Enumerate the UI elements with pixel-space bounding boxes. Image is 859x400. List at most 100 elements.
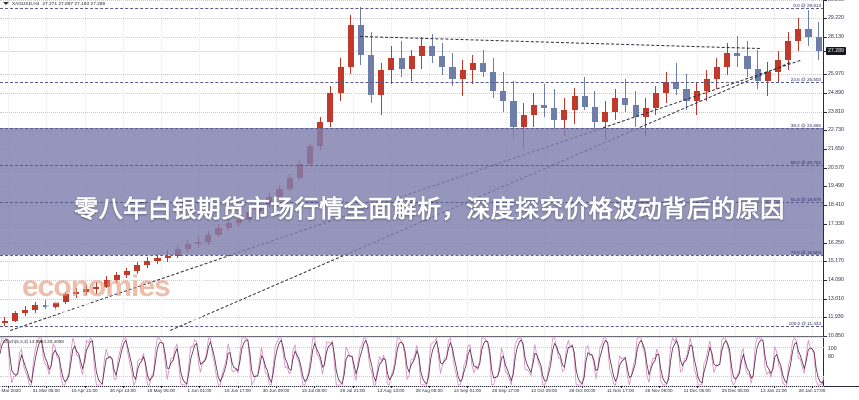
fib-level-label: 0.0 @ 29.813 bbox=[793, 2, 821, 8]
candle-body bbox=[32, 305, 39, 311]
date-tick-label: 15 Jun 17:00 bbox=[224, 388, 251, 393]
date-tick bbox=[390, 386, 392, 388]
candle-body bbox=[795, 28, 802, 41]
date-tick-label: 14 Sep 01:00 bbox=[453, 388, 482, 393]
candle-body bbox=[764, 72, 771, 81]
candle-body bbox=[673, 82, 680, 90]
price-tick bbox=[824, 111, 827, 113]
candle-body bbox=[469, 63, 476, 71]
price-tick bbox=[824, 186, 827, 188]
stoch-d-line bbox=[0, 338, 824, 385]
candle-body bbox=[510, 101, 517, 128]
date-tick bbox=[352, 386, 354, 388]
candle-body bbox=[388, 58, 395, 71]
candle-body bbox=[408, 56, 415, 69]
candle-body bbox=[398, 58, 405, 69]
date-tick-label: 30 Apr 13:00 bbox=[109, 388, 136, 393]
candle-body bbox=[530, 104, 537, 116]
date-tick bbox=[429, 386, 431, 388]
date-tick bbox=[697, 386, 699, 388]
price-tick bbox=[824, 18, 827, 19]
price-tick bbox=[824, 298, 827, 300]
price-tick-label: 16.250 bbox=[828, 239, 844, 246]
horizontal-gridline bbox=[0, 0, 824, 1]
candle-body bbox=[449, 66, 456, 79]
candle-body bbox=[754, 68, 761, 81]
candle-body bbox=[357, 25, 364, 55]
price-tick bbox=[824, 36, 827, 38]
candle-body bbox=[703, 78, 710, 92]
page-title: 零八年白银期货市场行情全面解析，深度探究价格波动背后的原因 bbox=[74, 195, 785, 223]
price-tick-label: 28.130 bbox=[828, 33, 844, 40]
candle-body bbox=[113, 275, 120, 280]
candle-body bbox=[418, 46, 425, 57]
price-tick bbox=[824, 149, 827, 151]
fib-level-label: 100.0 @ 11.433 bbox=[788, 320, 821, 326]
candle-wick bbox=[645, 97, 647, 137]
price-tick bbox=[824, 336, 827, 337]
horizontal-gridline bbox=[0, 18, 824, 19]
fib-level-line bbox=[0, 165, 824, 167]
fib-level-label: 78.6 @ 15.504 bbox=[790, 250, 821, 256]
candle-wick bbox=[45, 299, 47, 310]
fib-level-line bbox=[0, 202, 824, 204]
price-tick-label: 14.090 bbox=[828, 276, 844, 283]
candle-wick bbox=[543, 84, 545, 117]
candle-body bbox=[551, 108, 558, 121]
candle-body bbox=[724, 52, 731, 67]
fib-level-line bbox=[0, 7, 824, 9]
price-tick bbox=[824, 242, 827, 244]
price-tick bbox=[824, 279, 827, 281]
candle-body bbox=[479, 63, 487, 72]
triangle-down-icon[interactable] bbox=[3, 2, 9, 5]
price-axis[interactable]: 30.260 29.220 28.130 27.289 25.970 24.890 23.8… bbox=[824, 0, 859, 387]
date-tick bbox=[84, 386, 86, 388]
date-tick bbox=[237, 386, 239, 388]
candle-body bbox=[663, 82, 670, 93]
price-tick-label: 11.930 bbox=[828, 314, 844, 321]
candle-body bbox=[347, 25, 354, 67]
candle-body bbox=[581, 96, 588, 107]
fib-level-line bbox=[0, 127, 824, 129]
candle-body bbox=[123, 271, 130, 276]
candle-body bbox=[154, 258, 161, 261]
stoch-gridline bbox=[0, 337, 824, 338]
fib-level-label: 61.8 @ 18.578 bbox=[790, 197, 821, 203]
date-tick-label: 15 May 05:00 bbox=[147, 388, 176, 393]
candle-body bbox=[368, 54, 375, 95]
horizontal-gridline bbox=[0, 36, 824, 38]
price-tick bbox=[824, 51, 827, 53]
candle-body bbox=[73, 292, 80, 295]
date-tick bbox=[8, 386, 9, 388]
date-tick bbox=[467, 386, 469, 388]
candle-body bbox=[103, 279, 110, 287]
candle-body bbox=[62, 294, 69, 303]
quote-header[interactable]: XAGUSD,H4 27.271 27.897 27.193 27.289 bbox=[3, 1, 105, 6]
candle-body bbox=[22, 310, 29, 313]
candle-body bbox=[327, 92, 334, 123]
price-tick-label: 23.810 bbox=[828, 108, 844, 115]
stoch-gridline bbox=[0, 346, 824, 348]
stoch-axis-label: 80 bbox=[828, 354, 834, 360]
candle-body bbox=[693, 91, 700, 102]
fib-level-label: 23.6 @ 25.503 bbox=[790, 77, 821, 83]
candle-body bbox=[520, 115, 527, 128]
candle-body bbox=[683, 89, 690, 102]
date-tick bbox=[812, 386, 813, 388]
date-tick-label: 28 Oct 00:00 bbox=[569, 388, 596, 393]
stoch-gridline bbox=[0, 376, 824, 378]
price-tick bbox=[824, 167, 827, 169]
candle-body bbox=[459, 70, 466, 79]
fib-level-label: 38.2 @ 22.866 bbox=[790, 122, 821, 128]
price-tick-label: 21.650 bbox=[828, 146, 844, 153]
price-tick-label: 13.010 bbox=[828, 295, 844, 302]
candle-wick bbox=[624, 78, 626, 112]
horizontal-gridline bbox=[0, 317, 824, 319]
date-tick bbox=[161, 386, 163, 388]
date-axis[interactable]: 16 Mar 2020 31 Mar 05:00 15 Apr 21:00 30 Ap… bbox=[0, 386, 825, 400]
candle-body bbox=[632, 104, 639, 117]
candle-body bbox=[83, 289, 90, 293]
price-tick bbox=[824, 205, 827, 207]
candle-body bbox=[561, 110, 568, 121]
date-tick bbox=[276, 386, 277, 388]
